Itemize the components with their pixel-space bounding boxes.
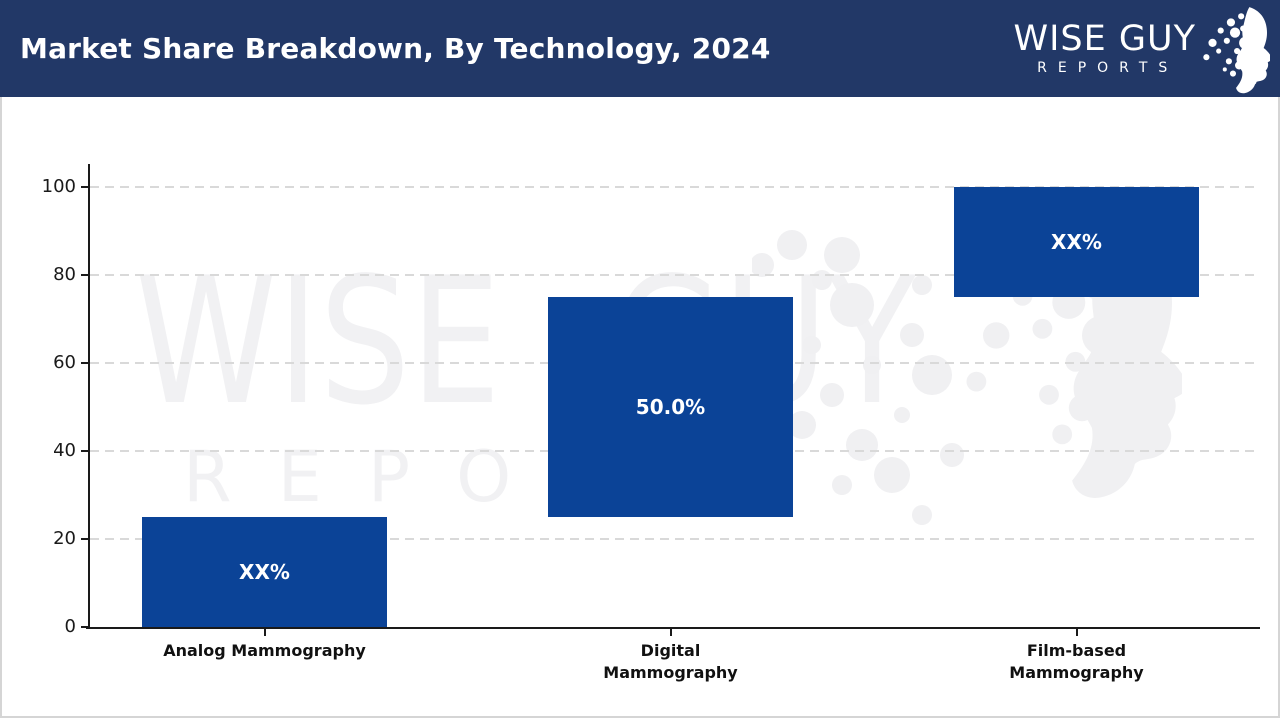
header: Market Share Breakdown, By Technology, 2… [0,0,1280,97]
y-tick-label-0: 0 [64,616,76,637]
y-tickmark-20 [81,538,88,540]
gridline-y-80 [90,274,1258,276]
x-category-label-line: Mammography [603,663,738,682]
brand-logo-text: WISE GUY REPORTS [1013,18,1196,76]
y-tick-label-80: 80 [53,264,76,285]
y-tick-label-20: 20 [53,528,76,549]
x-tickmark-2 [1075,629,1078,636]
x-category-label-line: Film-based [1026,641,1127,660]
bar-0: XX% [142,517,387,627]
x-category-label-0: Analog Mammography [115,640,415,662]
watermark-word-wise: WISE [135,241,501,444]
y-tick-label-40: 40 [53,440,76,461]
y-tickmark-80 [81,274,88,276]
x-category-label-line: Mammography [1009,663,1144,682]
gridline-y-100 [90,186,1258,188]
y-tickmark-60 [81,362,88,364]
x-category-label-line: Digital [640,641,701,660]
y-tick-label-100: 100 [41,176,76,197]
figure-border [0,97,1280,718]
bar-value-label-2: XX% [1051,230,1102,254]
y-tickmark-100 [81,186,88,188]
brand-logo: WISE GUY REPORTS [1013,4,1270,94]
y-tick-label-60: 60 [53,352,76,373]
brand-subtitle: REPORTS [1037,59,1179,76]
x-category-label-2: Film-based Mammography [927,640,1227,684]
gridline-y-20 [90,538,1258,540]
y-tickmark-40 [81,450,88,452]
x-tickmark-1 [669,629,672,636]
x-category-label-1: Digital Mammography [521,640,821,684]
bar-1: 50.0% [548,297,793,517]
x-tickmark-0 [263,629,266,636]
y-tickmark-0 [81,626,88,628]
brand-name: WISE GUY [1013,18,1196,59]
y-axis-spine [88,164,90,629]
x-category-label-line: Analog Mammography [163,641,366,660]
brand-face-icon [1203,6,1270,93]
bar-value-label-1: 50.0% [635,395,706,419]
page-title: Market Share Breakdown, By Technology, 2… [20,32,771,65]
bar-value-label-0: XX% [239,560,290,584]
x-axis-spine [86,627,1260,629]
bar-2: XX% [954,187,1199,297]
